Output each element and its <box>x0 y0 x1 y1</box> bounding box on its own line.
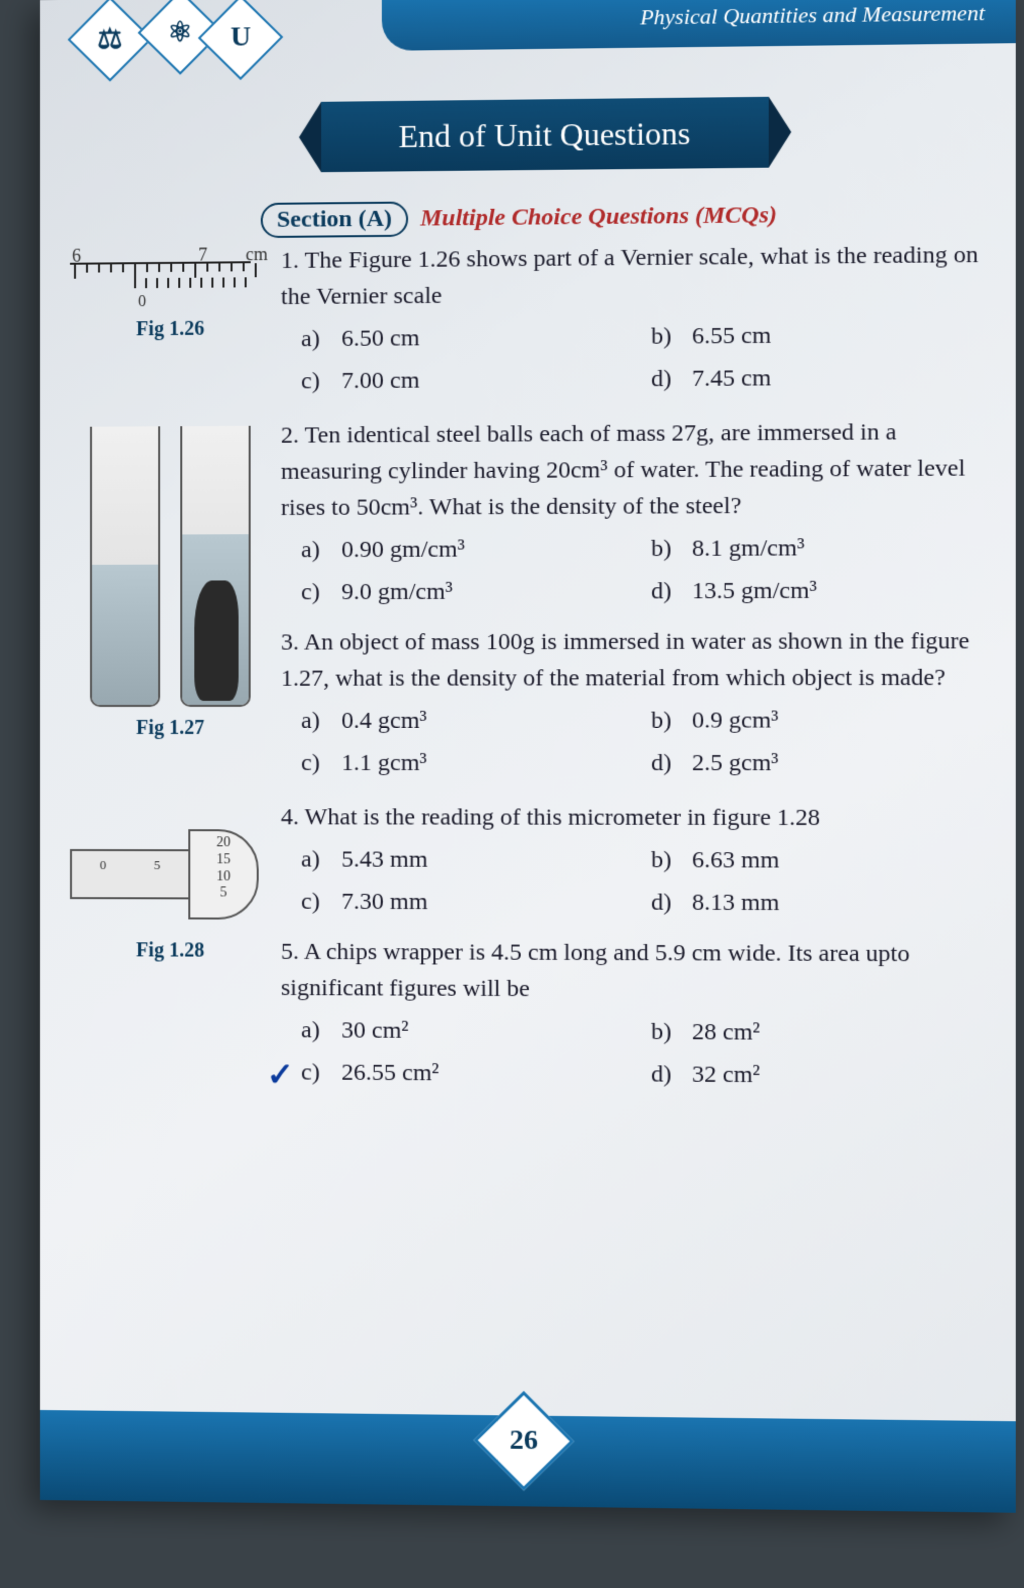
page-number: 26 <box>510 1424 538 1457</box>
q5-text: A chips wrapper is 4.5 cm long and 5.9 c… <box>281 939 910 1002</box>
thimble-10: 10 <box>196 869 250 886</box>
unit-title: End of Unit Questions <box>398 114 690 154</box>
section-title: Multiple Choice Questions (MCQs) <box>420 202 777 232</box>
q3-options: a)0.4 gcm³ b)0.9 gcm³ c)1.1 gcm³ d)2.5 g… <box>301 702 985 781</box>
unit-title-banner: End of Unit Questions <box>321 97 769 172</box>
sleeve-mark-5: 5 <box>154 855 161 875</box>
q2-options: a)0.90 gm/cm³ b)8.1 gm/cm³ c)9.0 gm/cm³ … <box>301 529 985 610</box>
q2-opt-c: c)9.0 gm/cm³ <box>301 573 631 610</box>
figure-1-26: 6 7 cm 0 Fig 1.26 <box>70 243 281 401</box>
q4-opt-d: d)8.13 mm <box>651 884 985 921</box>
vernier-zero: 0 <box>138 290 146 314</box>
question-4: 0 5 20 15 10 5 Fig 1.28 4. What <box>70 799 985 1095</box>
micrometer-sleeve: 0 5 <box>70 849 190 899</box>
q5-num: 5. <box>281 939 299 965</box>
fig-127-caption: Fig 1.27 <box>70 713 271 743</box>
q3-opt-d: d)2.5 gcm³ <box>651 745 985 782</box>
header-icon-unit: U <box>198 0 283 80</box>
q5-opt-a: a)30 cm² <box>301 1012 631 1050</box>
q1-opt-a: a)6.50 cm <box>301 319 631 358</box>
thimble-20: 20 <box>196 835 250 852</box>
thimble-5: 5 <box>196 886 250 903</box>
q1-opt-c: c)7.00 cm <box>301 361 631 399</box>
q4-opt-c: c)7.30 mm <box>301 884 631 921</box>
q1-options: a)6.50 cm b)6.55 cm c)7.00 cm d)7.45 cm <box>301 316 985 399</box>
q2-num: 2. <box>281 423 299 449</box>
micrometer-thimble: 20 15 10 5 <box>188 829 258 919</box>
textbook-page: Physical Quantities and Measurement ⚖ ⚛ … <box>40 0 1016 1513</box>
q2-text: Ten identical steel balls each of mass 2… <box>281 419 965 521</box>
q3-opt-b: b)0.9 gcm³ <box>651 702 985 739</box>
header-icon-1: ⚖ <box>68 0 153 82</box>
fig-126-caption: Fig 1.26 <box>70 313 271 345</box>
cylinder-1 <box>90 426 160 707</box>
q3-text: An object of mass 100g is immersed in wa… <box>281 628 970 692</box>
figure-1-27: Fig 1.27 <box>70 418 281 782</box>
q2-opt-d: d)13.5 gm/cm³ <box>651 572 985 609</box>
fig-128-caption: Fig 1.28 <box>70 935 271 966</box>
q4-num: 4. <box>281 804 299 830</box>
q5-opt-d: d)32 cm² <box>651 1056 985 1094</box>
cylinder-1-water <box>92 565 158 705</box>
q4-opt-a: a)5.43 mm <box>301 841 631 878</box>
chapter-header: Physical Quantities and Measurement <box>382 0 1016 51</box>
question-2-3: Fig 1.27 2. Ten identical steel balls ea… <box>70 414 985 782</box>
section-heading: Section (A) Multiple Choice Questions (M… <box>261 198 777 238</box>
vernier-scale-diagram: 6 7 cm 0 <box>70 247 271 309</box>
q1-text: The Figure 1.26 shows part of a Vernier … <box>281 242 978 310</box>
content-area: 6 7 cm 0 Fig 1.26 1. The Figure 1.26 sho… <box>70 237 985 1113</box>
q1-opt-b: b)6.55 cm <box>651 316 985 355</box>
q5-options: a)30 cm² b)28 cm² ✓ c)26.55 cm² d)32 cm² <box>301 1012 985 1094</box>
section-pill: Section (A) <box>261 201 408 238</box>
figure-1-28: 0 5 20 15 10 5 Fig 1.28 <box>70 799 281 1090</box>
q4-text: What is the reading of this micrometer i… <box>305 804 820 831</box>
cylinder-diagram <box>70 426 271 707</box>
q1-num: 1. <box>281 248 299 274</box>
cylinder-2-rock <box>194 580 238 700</box>
sleeve-mark-0: 0 <box>100 855 107 875</box>
q4-options: a)5.43 mm b)6.63 mm c)7.30 mm d)8.13 mm <box>301 841 985 921</box>
q5-opt-b: b)28 cm² <box>651 1014 985 1052</box>
q3-num: 3. <box>281 629 299 655</box>
q4-opt-b: b)6.63 mm <box>651 842 985 879</box>
q3-opt-c: c)1.1 gcm³ <box>301 745 631 781</box>
q3-opt-a: a)0.4 gcm³ <box>301 703 631 739</box>
q2-opt-b: b)8.1 gm/cm³ <box>651 529 985 567</box>
question-1: 6 7 cm 0 Fig 1.26 1. The Figure 1.26 sho… <box>70 237 985 401</box>
q1-opt-d: d)7.45 cm <box>651 359 985 398</box>
cylinder-2 <box>180 426 250 707</box>
vernier-unit: cm <box>246 241 268 268</box>
q5-opt-c: ✓ c)26.55 cm² <box>301 1054 631 1092</box>
q2-opt-a: a)0.90 gm/cm³ <box>301 531 631 568</box>
checkmark-icon: ✓ <box>267 1050 294 1098</box>
thimble-15: 15 <box>196 852 250 869</box>
micrometer-diagram: 0 5 20 15 10 5 <box>70 809 271 930</box>
chapter-title: Physical Quantities and Measurement <box>640 0 985 30</box>
